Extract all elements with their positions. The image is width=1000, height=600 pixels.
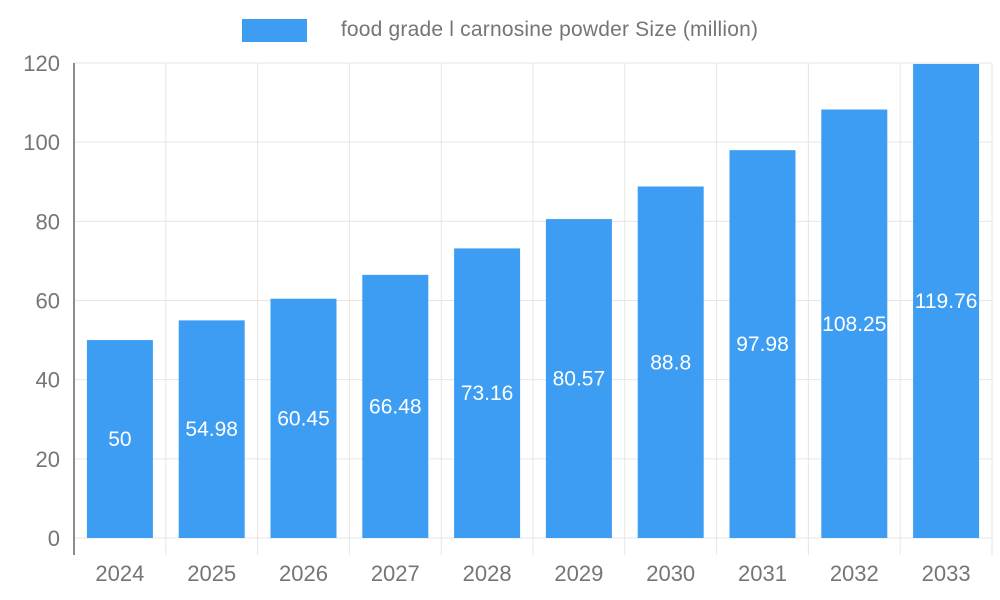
x-axis-tick-label: 2032 <box>830 561 879 586</box>
bar-value-label: 119.76 <box>915 290 978 313</box>
x-axis-tick-label: 2030 <box>646 561 695 586</box>
bar-value-label: 60.45 <box>277 407 330 430</box>
bar-value-label: 54.98 <box>185 418 238 441</box>
y-axis-tick-label: 100 <box>23 130 60 155</box>
x-axis-tick-label: 2025 <box>187 561 236 586</box>
y-axis-tick-label: 80 <box>36 209 60 234</box>
bar-value-label: 97.98 <box>736 333 789 356</box>
x-axis-tick-label: 2031 <box>738 561 787 586</box>
bar-2031[interactable] <box>729 150 796 538</box>
bar-2030[interactable] <box>637 186 704 539</box>
bar-2028[interactable] <box>454 248 521 539</box>
bar-2029[interactable] <box>545 219 612 538</box>
bar-2033[interactable] <box>913 63 980 538</box>
bar-value-label: 50 <box>108 428 131 451</box>
x-axis-tick-label: 2029 <box>554 561 603 586</box>
bar-2025[interactable] <box>178 320 245 538</box>
x-axis-tick-label: 2024 <box>95 561 144 586</box>
bar-value-label: 80.57 <box>553 368 606 391</box>
y-axis-tick-label: 20 <box>36 447 60 472</box>
legend[interactable]: food grade l carnosine powder Size (mill… <box>0 14 1000 46</box>
y-axis-tick-label: 120 <box>23 51 60 76</box>
x-axis-tick-label: 2033 <box>922 561 971 586</box>
bar-value-label: 88.8 <box>650 351 691 374</box>
x-axis-tick-label: 2028 <box>463 561 512 586</box>
y-axis-tick-label: 40 <box>36 368 60 393</box>
bar-value-label: 108.25 <box>822 313 886 336</box>
bar-2027[interactable] <box>362 274 429 538</box>
bar-value-label: 73.16 <box>461 382 514 405</box>
bar-value-label: 66.48 <box>369 395 422 418</box>
bar-2032[interactable] <box>821 109 888 539</box>
legend-swatch <box>241 18 307 42</box>
bar-2024[interactable] <box>86 340 153 538</box>
x-axis-tick-label: 2026 <box>279 561 328 586</box>
legend-label: food grade l carnosine powder Size (mill… <box>340 18 759 41</box>
bar-2026[interactable] <box>270 298 337 538</box>
y-axis-tick-label: 60 <box>36 289 60 314</box>
y-axis-tick-label: 0 <box>48 526 60 551</box>
x-axis-tick-label: 2027 <box>371 561 420 586</box>
